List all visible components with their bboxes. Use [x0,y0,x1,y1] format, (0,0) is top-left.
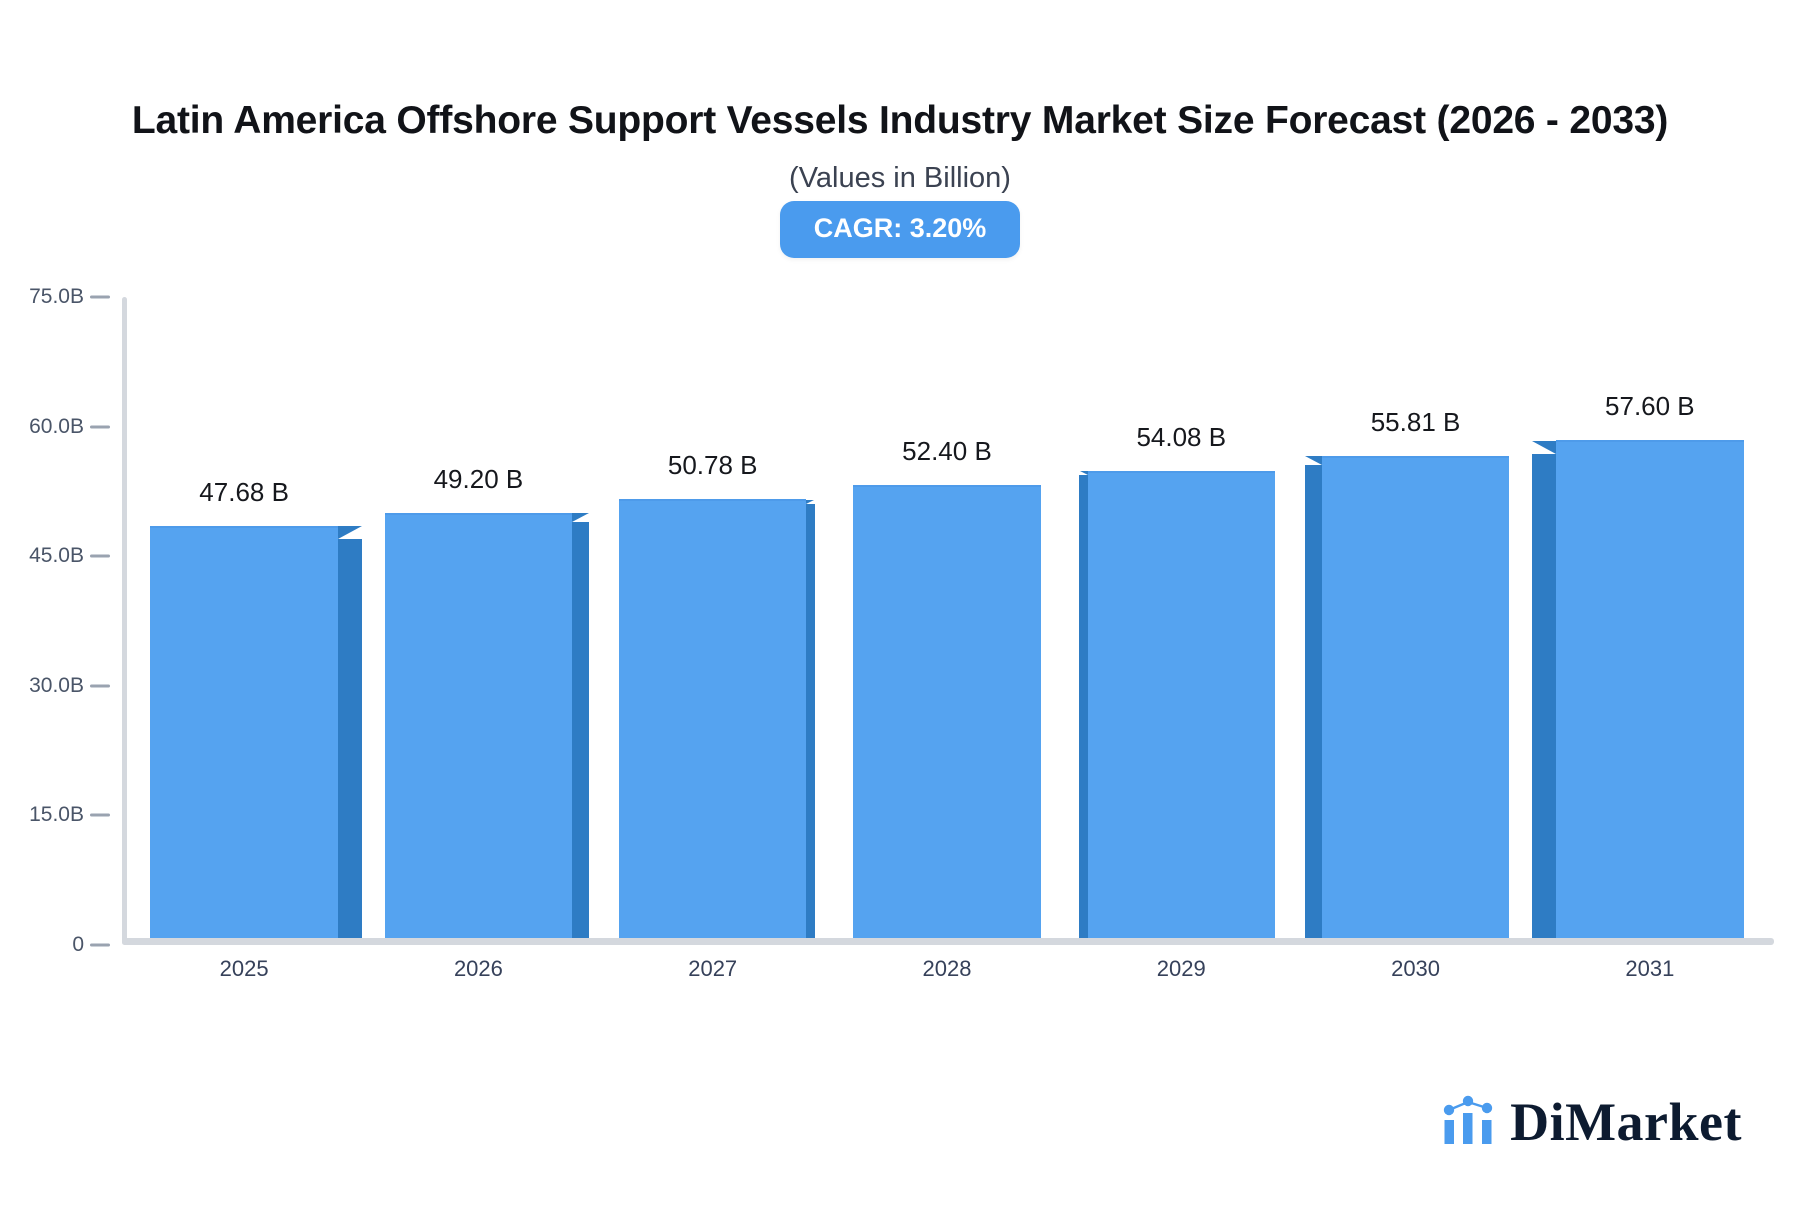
bar-column[interactable]: 57.60 B [1532,290,1744,938]
brand-logo: DiMarket [1441,1093,1742,1150]
bar-column[interactable]: 54.08 B [1079,290,1275,938]
bar-side-face [1079,475,1088,938]
y-axis-tick-label: 60.0B [29,414,84,438]
bar-top-bevel [1079,471,1088,476]
y-axis-tick-mark [90,425,110,429]
plot-area: 0 15.0B 30.0B 45.0B 60.0B 75.0B 47.68 B 49.20 … [0,285,1800,990]
y-axis-tick-label: 30.0B [29,673,84,697]
bar-value-label: 47.68 B [199,477,289,508]
y-axis-tick-label: 15.0B [29,803,84,827]
chart-header: Latin America Offshore Support Vessels I… [0,0,1800,258]
bar[interactable] [384,512,590,938]
bar[interactable] [1079,470,1275,938]
bar-chart-logo-icon [1441,1093,1497,1150]
bar-front-face [150,526,338,938]
bar[interactable] [853,485,1041,938]
bar-value-label: 54.08 B [1136,421,1227,452]
bar-value-label: 55.81 B [1370,406,1461,437]
bar-side-face [337,539,362,938]
bar-top-bevel [337,526,362,540]
bar-front-face [1556,440,1744,938]
bar[interactable] [619,499,815,938]
page-title: Latin America Offshore Support Vessels I… [131,99,1669,142]
bar-side-face [806,503,815,938]
bar-side-face [1532,453,1557,938]
bar[interactable] [150,526,362,938]
y-axis-tick-mark [90,684,110,688]
bar-front-face [619,499,807,938]
bar[interactable] [1304,455,1510,938]
cagr-badge: CAGR: 3.20% [779,200,1021,258]
bar[interactable] [1532,440,1744,938]
bar-value-label: 50.78 B [667,450,758,481]
x-axis-tick-label: 2029 [1156,956,1206,981]
brand-name: DiMarket [1510,1091,1742,1152]
x-axis-tick-label: 2025 [219,956,269,981]
bar-side-face [572,522,590,938]
y-axis-tick-mark [90,813,110,817]
y-axis-line [122,297,127,945]
bar-value-label: 52.40 B [902,436,992,467]
bar-front-face [853,485,1041,938]
x-axis-tick-label: 2030 [1391,956,1441,981]
x-axis: 2025 2026 2027 2028 2029 2030 2031 [127,956,1767,1012]
bar-top-bevel [572,513,590,523]
bar-column[interactable]: 50.78 B [619,290,815,938]
x-axis-tick-label: 2026 [453,956,503,981]
chart-subtitle: (Values in Billion) [789,161,1011,194]
y-axis-tick-label: 0 [72,933,84,956]
y-axis-tick-mark [90,554,110,558]
bar-side-face [1304,465,1322,938]
y-axis-tick-label: 45.0B [29,544,84,568]
x-axis-tick-label: 2031 [1625,956,1675,981]
bar-value-label: 57.60 B [1605,391,1695,422]
bar-front-face [384,512,573,938]
bar-value-label: 49.20 B [433,463,524,494]
x-axis-tick-label: 2028 [922,956,972,981]
bar-column[interactable]: 49.20 B [384,290,590,938]
y-axis: 0 15.0B 30.0B 45.0B 60.0B 75.0B [0,285,118,956]
y-axis-tick-label: 75.0B [29,285,84,308]
bar-front-face [1087,470,1275,938]
bar-series: 47.68 B 49.20 B 50.78 B 52.40 B 54.08 B 55.81… [127,290,1767,938]
bar-top-bevel [1304,456,1322,466]
bar-front-face [1321,455,1510,938]
y-axis-tick-mark [90,295,110,299]
bar-column[interactable]: 47.68 B [150,290,362,938]
bar-top-bevel [1532,440,1557,454]
x-axis-line [122,938,1774,945]
bar-top-bevel [806,499,815,504]
x-axis-tick-label: 2027 [688,956,738,981]
bar-column[interactable]: 52.40 B [853,290,1041,938]
y-axis-tick-mark [90,943,110,947]
bar-column[interactable]: 55.81 B [1304,290,1510,938]
